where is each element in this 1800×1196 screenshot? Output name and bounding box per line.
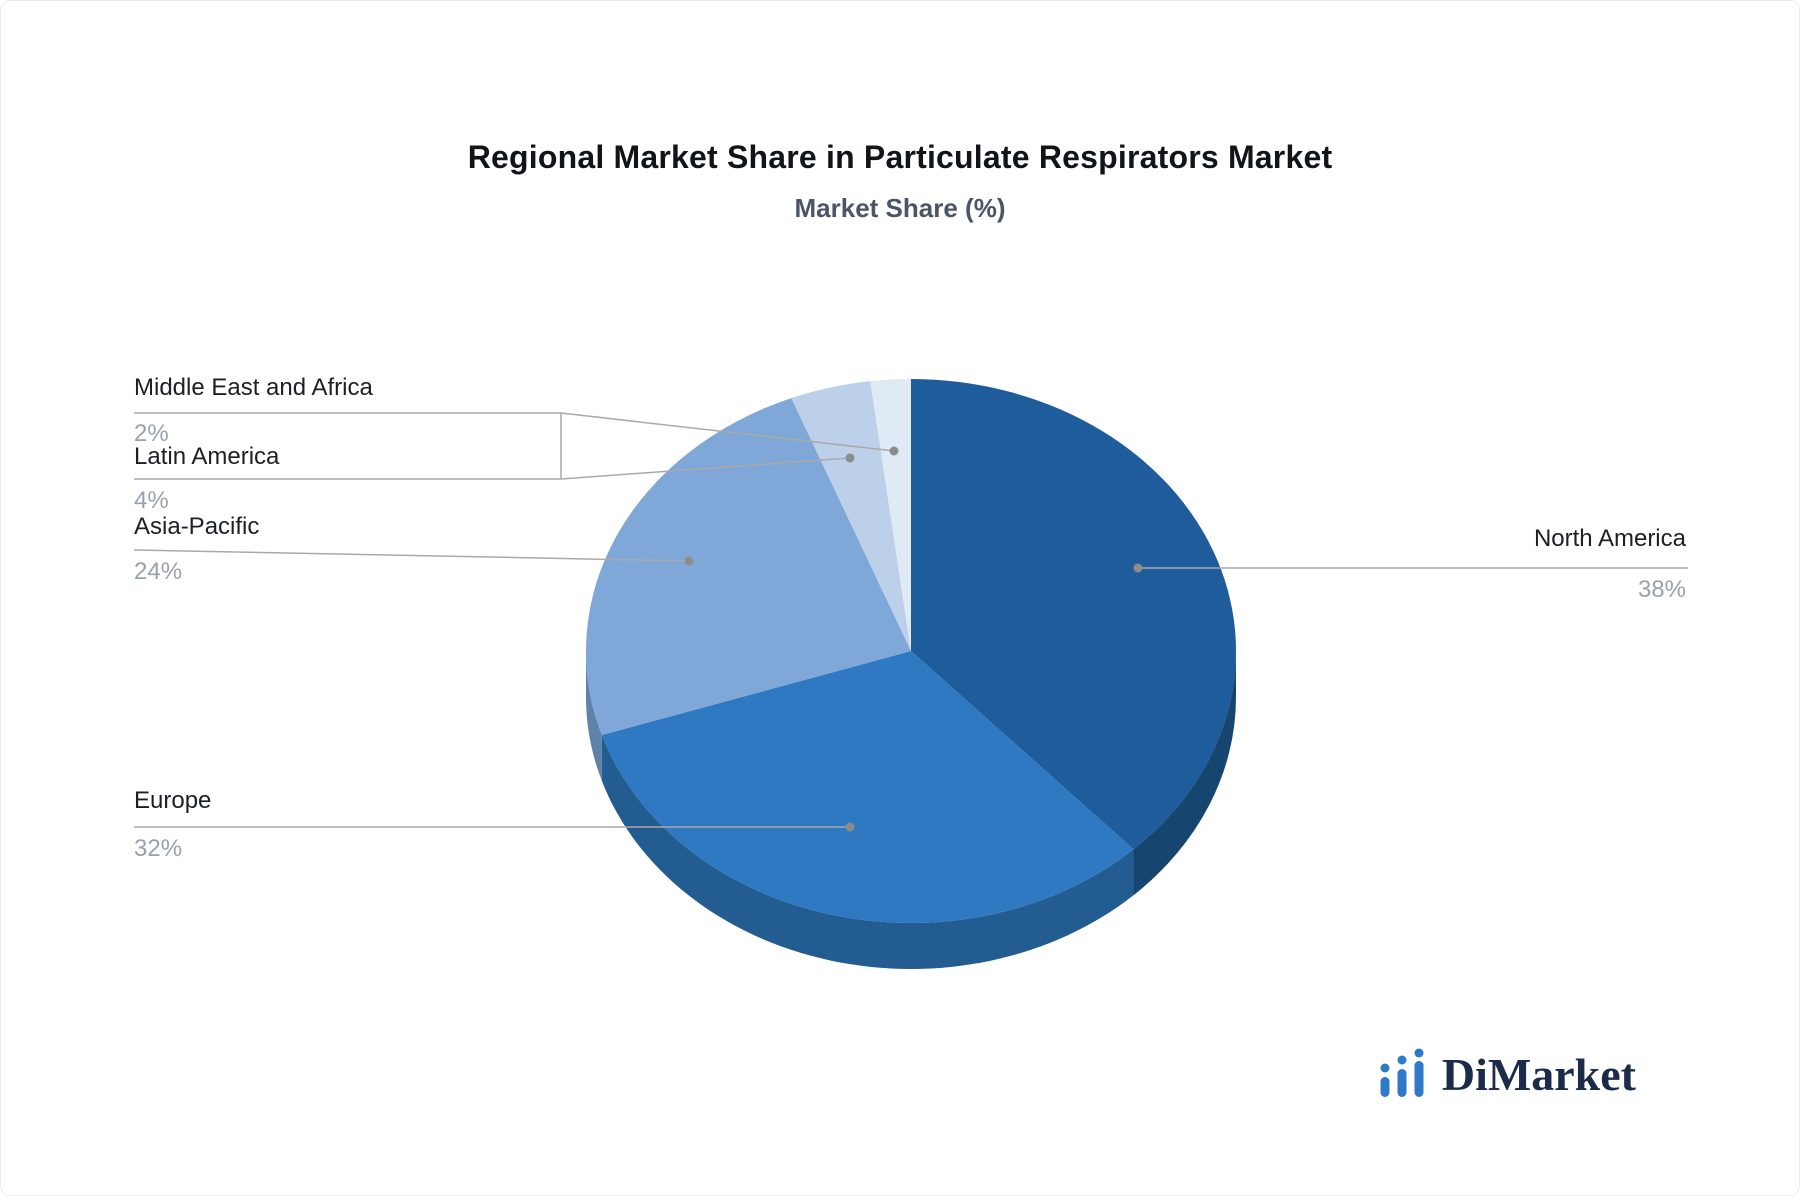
dot-europe [845, 822, 855, 832]
dot-asia-pacific [684, 556, 694, 566]
chart-title: Regional Market Share in Particulate Res… [467, 139, 1333, 175]
leader-lines [133, 412, 1688, 828]
pie-slice-latin-america[interactable] [791, 381, 911, 651]
slice-label-middle-east-and-africa: Middle East and Africa [134, 374, 373, 401]
pie-slice-middle-east-and-africa[interactable] [870, 379, 911, 651]
slice-pct-asia-pacific: 24% [134, 558, 183, 585]
pie-slice-asia-pacific[interactable] [586, 398, 911, 736]
slice-label-latin-america: Latin America [134, 443, 280, 470]
slice-pct-north-america: 38% [1637, 576, 1686, 603]
pie-depth [586, 651, 1236, 969]
dot-north-america [1133, 563, 1143, 573]
dot-latin-america [845, 453, 855, 463]
slice-pct-europe: 32% [134, 835, 183, 862]
pie-slice-side-north-america [1133, 651, 1236, 896]
pie-slice-europe[interactable] [601, 651, 1134, 923]
pie-slices [586, 379, 1237, 923]
slice-label-north-america: North America [1533, 525, 1686, 552]
mini-bar-chart-icon [1380, 1048, 1424, 1097]
leader-dots [684, 446, 1143, 832]
brand-logo: DiMarket [1376, 1047, 1636, 1101]
brand-name: DiMarket [1441, 1048, 1636, 1100]
chart-subtitle: Market Share (%) [794, 193, 1006, 223]
pie-slice-side-asia-pacific [586, 651, 602, 782]
pie-slice-side-europe [601, 735, 1134, 969]
slice-pct-middle-east-and-africa: 2% [134, 420, 169, 447]
slice-label-europe: Europe [134, 787, 212, 814]
leader-asia-pacific [133, 549, 690, 562]
slice-pct-latin-america: 4% [134, 487, 169, 514]
dot-middle-east-and-africa [889, 446, 899, 456]
pie-slice-north-america[interactable] [911, 379, 1237, 850]
slice-label-asia-pacific: Asia-Pacific [134, 513, 260, 540]
